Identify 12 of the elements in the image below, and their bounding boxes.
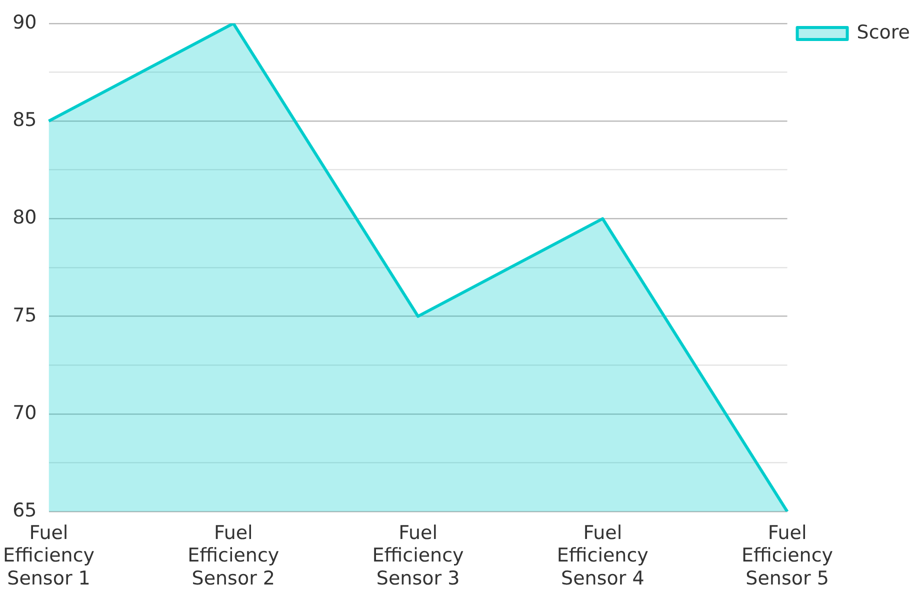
y-tick-label: 75: [12, 304, 37, 326]
y-tick-label: 70: [12, 402, 37, 424]
x-tick-label: Fuel Efficiency Sensor 3: [372, 522, 464, 590]
y-tick-label: 80: [12, 206, 37, 229]
y-tick-label: 65: [12, 500, 37, 522]
y-tick-label: 85: [12, 108, 37, 131]
x-tick-label: Fuel Efficiency Sensor 1: [2, 522, 95, 590]
x-tick-label: Fuel Efficiency Sensor 2: [188, 522, 280, 590]
legend-label: Score: [856, 21, 910, 44]
y-tick-label: 90: [12, 11, 37, 34]
x-tick-label: Fuel Efficiency Sensor 4: [556, 522, 648, 590]
x-tick-label: Fuel Efficiency Sensor 5: [742, 522, 834, 590]
